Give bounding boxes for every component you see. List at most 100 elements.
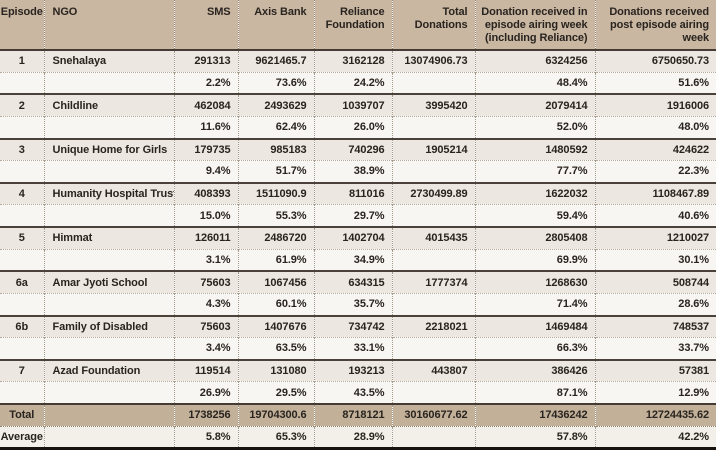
cell-sms-average: 5.8% [174, 426, 239, 449]
cell-sms: 126011 [174, 227, 239, 250]
cell-total-donations: 1777374 [392, 271, 476, 294]
cell-sms: 179735 [174, 138, 239, 161]
cell-total-donations-percent [392, 160, 476, 183]
cell-axis-bank-percent: 63.5% [238, 337, 315, 360]
cell-total-donations: 2218021 [392, 315, 476, 338]
cell-axis-bank: 985183 [238, 138, 315, 161]
cell-axis-bank: 1067456 [238, 271, 315, 294]
cell-ngo-empty [44, 404, 175, 427]
cell-donation-post-airing-week-percent: 30.1% [678, 253, 709, 266]
cell-reliance-foundation-average: 28.9% [314, 426, 393, 449]
cell-axis-bank-percent: 55.3% [238, 204, 315, 227]
cell-sms: 291313 [174, 50, 239, 73]
table-row-episode-4: 4 Humanity Hospital Trust 408393 1511090.9 8… [0, 182, 716, 205]
cell-reliance-foundation-percent: 38.9% [314, 160, 393, 183]
cell-reliance-foundation-percent: 26.0% [314, 116, 393, 139]
cell-episode-empty [0, 249, 45, 272]
cell-ngo: Family of Disabled [44, 315, 175, 338]
cell-reliance-foundation-percent: 35.7% [314, 293, 393, 316]
table-row-episode-6a-percent: 4.3% 60.1% 35.7% 71.4% 28.6% [0, 293, 716, 316]
cell-reliance-foundation-percent: 29.7% [314, 204, 393, 227]
cell-reliance-foundation-total: 8718121 [314, 404, 393, 427]
cell-episode-empty [0, 337, 45, 360]
cell-donation-in-airing-week: 386426 [475, 359, 596, 382]
table-row-episode-4-percent: 15.0% 55.3% 29.7% 59.4% 40.6% [0, 204, 716, 227]
cell-ngo-empty [44, 337, 175, 360]
cell-axis-bank: 1511090.9 [238, 182, 315, 205]
cell-ngo: Humanity Hospital Trust [44, 182, 175, 205]
column-header-episode: Episode [0, 0, 45, 51]
cell-donation-post-airing-week-percent: 22.3% [678, 165, 709, 178]
cell-ngo: Snehalaya [44, 50, 175, 73]
cell-donation-post-airing-week-total: 12724435.62 [645, 409, 709, 422]
cell-ngo: Unique Home for Girls [44, 138, 175, 161]
cell-donation-in-airing-week: 2079414 [475, 94, 596, 117]
cell-average-label: Average [0, 426, 45, 449]
table-row-episode-1: 1 Snehalaya 291313 9621465.7 3162128 13074906… [0, 50, 716, 73]
cell-total-donations-percent [392, 72, 476, 95]
cell-donation-post-airing-week-average: 42.2% [678, 430, 709, 443]
cell-donation-post-airing-week-percent: 33.7% [678, 342, 709, 355]
cell-axis-bank-average: 65.3% [238, 426, 315, 449]
cell-total-donations: 3995420 [392, 94, 476, 117]
cell-ngo-empty [44, 249, 175, 272]
cell-donation-in-airing-week: 1622032 [475, 182, 596, 205]
cell-episode-empty [0, 72, 45, 95]
cell-donation-in-airing-week-percent: 77.7% [475, 160, 596, 183]
cell-episode: 3 [0, 138, 45, 161]
cell-axis-bank-percent: 51.7% [238, 160, 315, 183]
cell-ngo-empty [44, 204, 175, 227]
column-header-total-donations: Total Donations [392, 0, 476, 51]
cell-axis-bank: 2486720 [238, 227, 315, 250]
cell-sms-percent: 3.1% [174, 249, 239, 272]
cell-sms-percent: 9.4% [174, 160, 239, 183]
cell-sms: 119514 [174, 359, 239, 382]
cell-axis-bank-percent: 61.9% [238, 249, 315, 272]
cell-donation-in-airing-week: 1469484 [475, 315, 596, 338]
cell-episode-empty [0, 293, 45, 316]
cell-total-donations-percent [392, 381, 476, 404]
cell-episode: 1 [0, 50, 45, 73]
table-row-episode-7-percent: 26.9% 29.5% 43.5% 87.1% 12.9% [0, 381, 716, 404]
cell-ngo: Amar Jyoti School [44, 271, 175, 294]
cell-donation-in-airing-week-percent: 69.9% [475, 249, 596, 272]
cell-sms-percent: 15.0% [174, 204, 239, 227]
column-header-reliance-foundation: Reliance Foundation [314, 0, 393, 51]
cell-donation-post-airing-week: 1108467.89 [652, 188, 709, 201]
cell-episode-empty [0, 116, 45, 139]
cell-total-label: Total [0, 404, 45, 427]
cell-episode: 6a [0, 271, 45, 294]
table-row-episode-5-percent: 3.1% 61.9% 34.9% 69.9% 30.1% [0, 249, 716, 272]
cell-reliance-foundation: 193213 [314, 359, 393, 382]
cell-sms: 408393 [174, 182, 239, 205]
cell-episode-empty [0, 160, 45, 183]
table-row-average: Average 5.8% 65.3% 28.9% 57.8% 42.2% [0, 426, 716, 449]
cell-ngo-empty [44, 426, 175, 449]
cell-donation-in-airing-week-percent: 71.4% [475, 293, 596, 316]
cell-episode: 7 [0, 359, 45, 382]
table-row-episode-6a: 6a Amar Jyoti School 75603 1067456 634315 177… [0, 271, 716, 294]
cell-total-donations-percent [392, 293, 476, 316]
cell-donation-in-airing-week-percent: 87.1% [475, 381, 596, 404]
cell-sms-percent: 2.2% [174, 72, 239, 95]
cell-reliance-foundation: 734742 [314, 315, 393, 338]
cell-donation-post-airing-week-percent: 12.9% [678, 386, 709, 399]
cell-axis-bank: 1407676 [238, 315, 315, 338]
cell-episode: 5 [0, 227, 45, 250]
table-row-episode-5: 5 Himmat 126011 2486720 1402704 4015435 280540… [0, 227, 716, 250]
cell-total-donations-percent [392, 116, 476, 139]
cell-donation-post-airing-week: 508744 [672, 276, 709, 289]
cell-ngo: Childline [44, 94, 175, 117]
cell-axis-bank-total: 19704300.6 [238, 404, 315, 427]
cell-reliance-foundation: 1402704 [314, 227, 393, 250]
column-header-ngo: NGO [44, 0, 175, 51]
table-row-episode-3: 3 Unique Home for Girls 179735 985183 740296… [0, 138, 716, 161]
cell-total-donations: 443807 [392, 359, 476, 382]
cell-axis-bank-percent: 73.6% [238, 72, 315, 95]
cell-total-donations: 2730499.89 [392, 182, 476, 205]
cell-total-donations-total: 30160677.62 [392, 404, 476, 427]
cell-donation-in-airing-week: 1268630 [475, 271, 596, 294]
table-row-episode-2-percent: 11.6% 62.4% 26.0% 52.0% 48.0% [0, 116, 716, 139]
table-row-episode-6b-percent: 3.4% 63.5% 33.1% 66.3% 33.7% [0, 337, 716, 360]
cell-donation-post-airing-week: 6750650.73 [651, 55, 709, 68]
